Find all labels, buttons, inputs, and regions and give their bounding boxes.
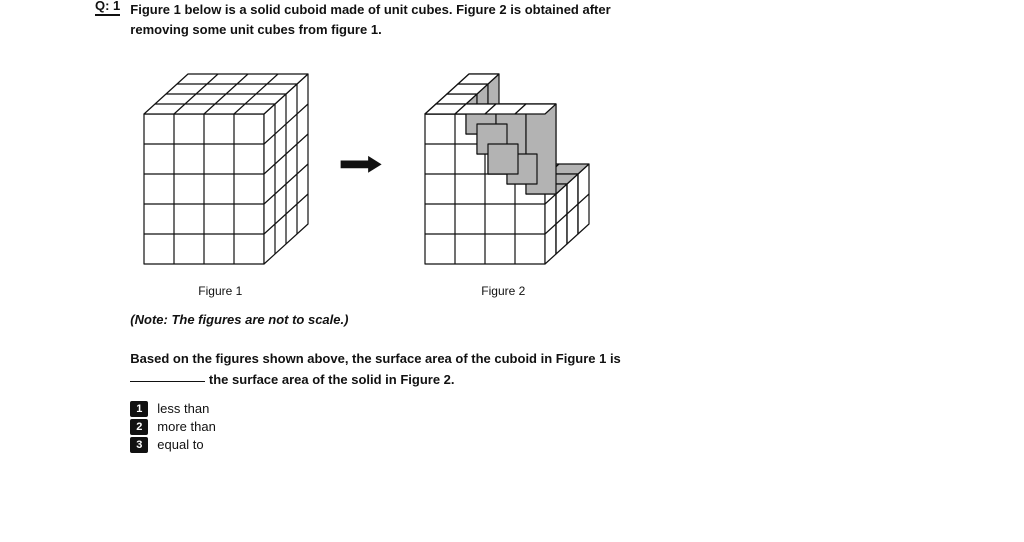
- figure-2-label: Figure 2: [481, 284, 525, 298]
- answer-prompt: Based on the figures shown above, the su…: [130, 349, 954, 391]
- scale-note: (Note: The figures are not to scale.): [130, 312, 954, 327]
- figure-1-svg: [130, 64, 310, 274]
- question-text-line1: Figure 1 below is a solid cuboid made of…: [130, 2, 610, 17]
- option-label: less than: [157, 401, 209, 416]
- question-text: Figure 1 below is a solid cuboid made of…: [130, 0, 954, 39]
- figure-2-svg: [411, 64, 596, 274]
- option-row[interactable]: 1 less than: [130, 401, 954, 417]
- option-label: more than: [157, 419, 216, 434]
- figure-1-wrap: Figure 1: [130, 64, 310, 298]
- figure-1-label: Figure 1: [198, 284, 242, 298]
- prompt-line1: Based on the figures shown above, the su…: [130, 351, 621, 366]
- option-label: equal to: [157, 437, 203, 452]
- prompt-line2: the surface area of the solid in Figure …: [205, 372, 454, 387]
- option-badge: 1: [130, 401, 148, 417]
- option-row[interactable]: 2 more than: [130, 419, 954, 435]
- blank-line: [130, 381, 205, 382]
- figure-2-wrap: Figure 2: [411, 64, 596, 298]
- option-badge: 3: [130, 437, 148, 453]
- question-page: Q: 1 Figure 1 below is a solid cuboid ma…: [0, 0, 1024, 485]
- arrow-icon: ➡: [338, 147, 384, 181]
- figures-row: Figure 1 ➡ Figure 2: [130, 64, 954, 298]
- question-row: Q: 1 Figure 1 below is a solid cuboid ma…: [95, 0, 954, 455]
- question-text-line2: removing some unit cubes from figure 1.: [130, 22, 381, 37]
- options-list: 1 less than 2 more than 3 equal to: [130, 401, 954, 453]
- option-badge: 2: [130, 419, 148, 435]
- question-body: Figure 1 below is a solid cuboid made of…: [130, 0, 954, 455]
- option-row[interactable]: 3 equal to: [130, 437, 954, 453]
- question-number: Q: 1: [95, 0, 120, 16]
